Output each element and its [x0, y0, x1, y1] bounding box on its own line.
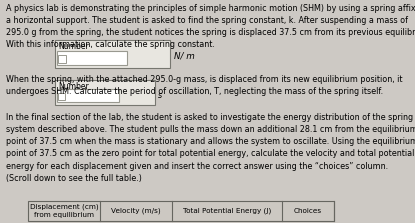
- Text: Total Potential Energy (J): Total Potential Energy (J): [183, 208, 271, 214]
- FancyBboxPatch shape: [55, 40, 170, 68]
- Text: Velocity (m/s): Velocity (m/s): [111, 208, 161, 214]
- FancyBboxPatch shape: [57, 89, 119, 102]
- Text: Number: Number: [58, 42, 89, 51]
- Text: s: s: [158, 91, 162, 99]
- Text: Displacement (cm)
from equilibrium: Displacement (cm) from equilibrium: [30, 204, 98, 218]
- Text: N/ m: N/ m: [174, 52, 195, 60]
- Text: A physics lab is demonstrating the principles of simple harmonic motion (SHM) by: A physics lab is demonstrating the princ…: [6, 4, 415, 50]
- FancyBboxPatch shape: [55, 80, 155, 105]
- Text: Number: Number: [58, 82, 89, 91]
- FancyBboxPatch shape: [57, 51, 127, 65]
- FancyBboxPatch shape: [58, 93, 65, 100]
- Text: In the final section of the lab, the student is asked to investigate the energy : In the final section of the lab, the stu…: [6, 113, 415, 183]
- FancyBboxPatch shape: [58, 55, 66, 63]
- Text: When the spring, with the attached 295.0-g mass, is displaced from its new equil: When the spring, with the attached 295.0…: [6, 75, 403, 96]
- Text: Choices: Choices: [294, 208, 322, 214]
- Bar: [28, 201, 334, 221]
